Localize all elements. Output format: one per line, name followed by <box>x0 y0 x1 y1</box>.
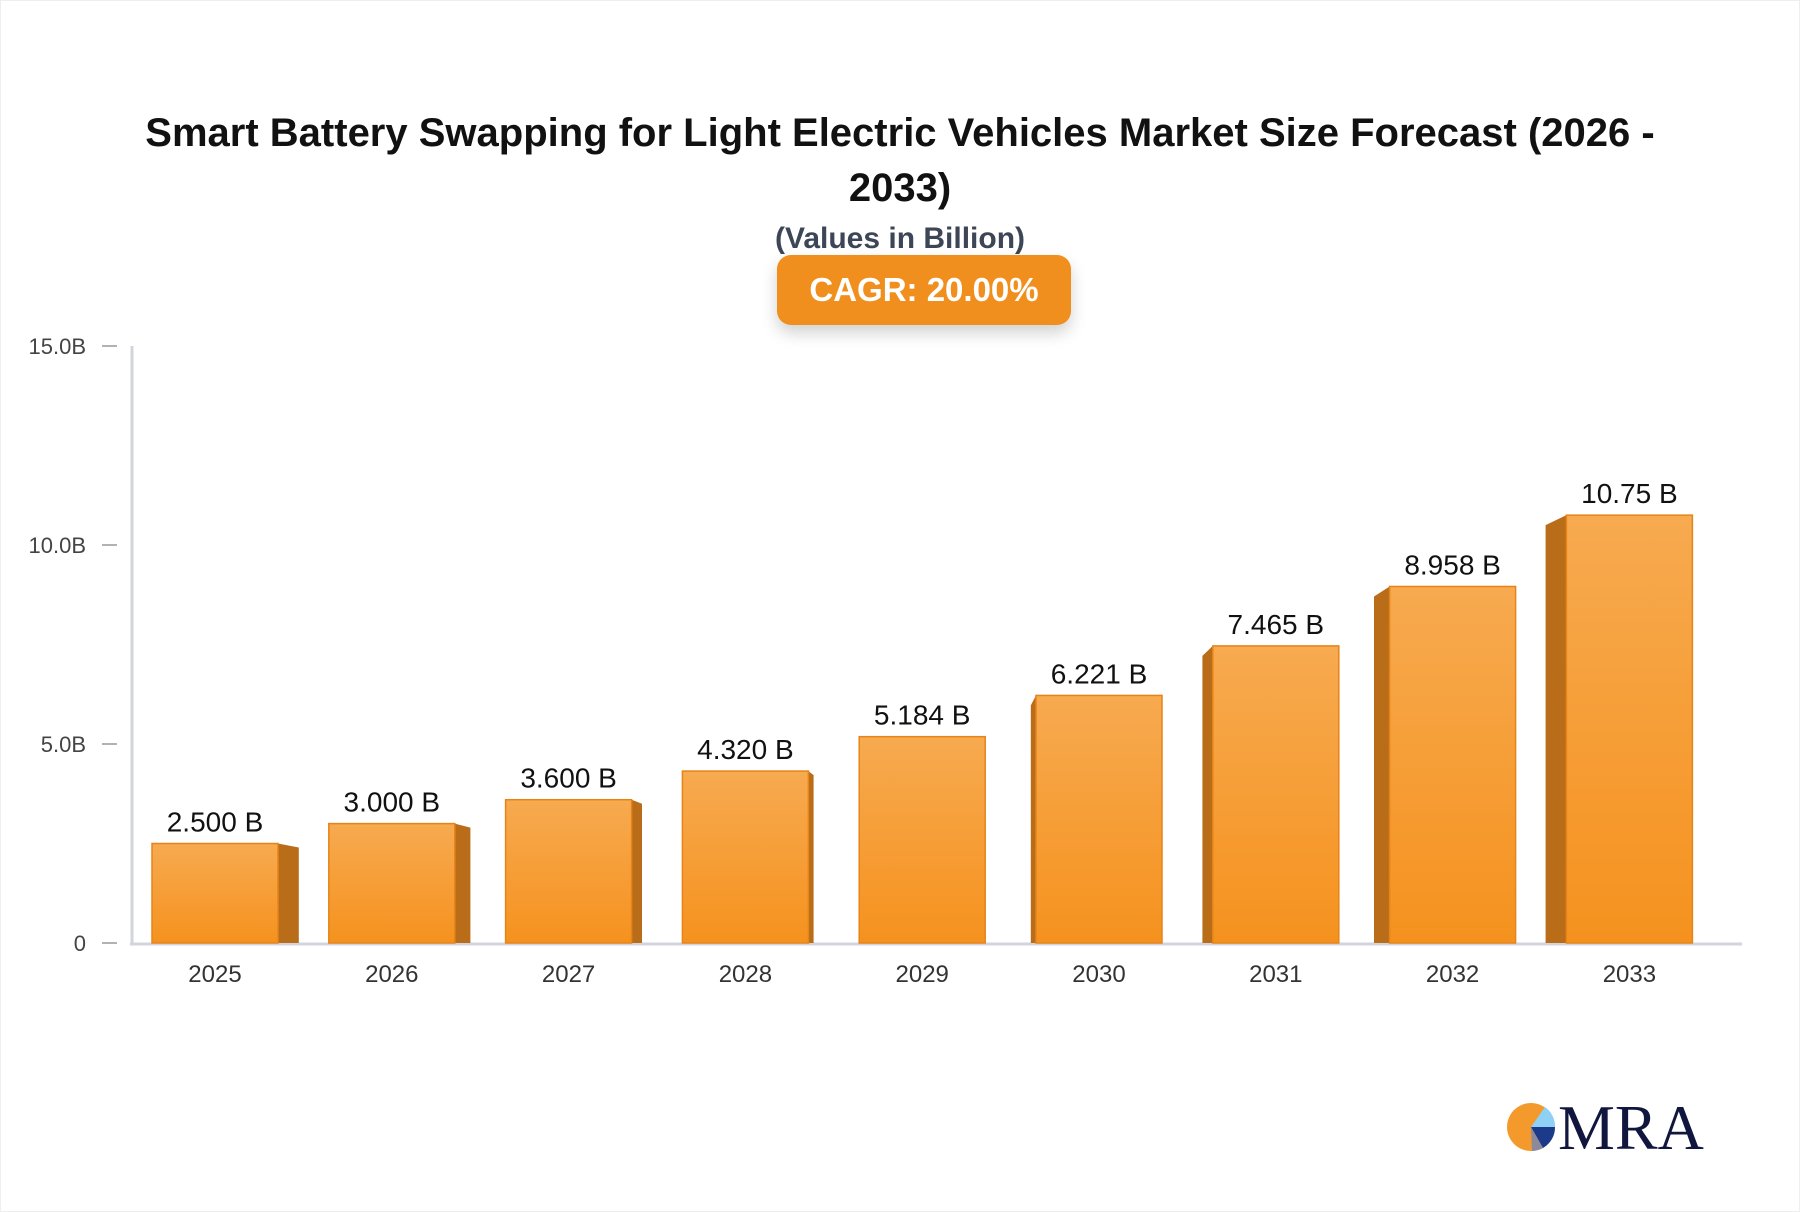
y-tick-label: 0 <box>74 931 86 956</box>
x-tick-label: 2025 <box>188 961 241 988</box>
data-label: 6.221 B <box>1051 658 1148 689</box>
bar-2026: 3.000 B 2026 <box>328 787 471 988</box>
bar-side <box>1374 586 1390 943</box>
bar-2030: 6.221 B 2030 <box>1030 658 1163 988</box>
bar-side <box>631 799 642 943</box>
data-label: 3.000 B <box>344 787 441 818</box>
cagr-badge: CAGR: 20.00% <box>777 255 1071 325</box>
bar <box>681 770 810 944</box>
x-tick-label: 2030 <box>1072 961 1125 988</box>
data-label: 5.184 B <box>874 700 971 731</box>
bar <box>1035 694 1163 944</box>
data-label: 7.465 B <box>1228 609 1325 640</box>
bar <box>1565 514 1694 944</box>
bar-side <box>808 771 814 943</box>
x-tick-label: 2028 <box>719 961 772 988</box>
bar <box>1388 585 1517 944</box>
data-label: 8.958 B <box>1404 549 1501 580</box>
data-label: 10.75 B <box>1581 478 1678 509</box>
bar-side <box>1545 515 1567 943</box>
bar <box>504 798 633 944</box>
logo-text: MRA <box>1558 1092 1704 1163</box>
data-label: 2.500 B <box>167 807 264 838</box>
bar-2027: 3.600 B 2027 <box>504 763 642 988</box>
bar-side <box>454 823 471 943</box>
mra-logo: MRA <box>1507 1092 1704 1163</box>
bar-2033: 10.75 B 2033 <box>1545 478 1694 988</box>
y-tick-label: 15.0B <box>29 334 87 359</box>
data-label: 3.600 B <box>520 763 617 794</box>
chart-title: Smart Battery Swapping for Light Electri… <box>145 111 1655 210</box>
bar-side <box>278 843 299 943</box>
x-tick-label: 2031 <box>1249 961 1302 988</box>
bar <box>328 822 456 944</box>
y-tick-label: 5.0B <box>41 732 86 757</box>
x-tick-label: 2033 <box>1603 961 1656 988</box>
bar-2028: 4.320 B 2028 <box>681 734 814 988</box>
bar <box>1212 645 1340 944</box>
x-tick-label: 2027 <box>542 961 595 988</box>
bar-2032: 8.958 B 2032 <box>1374 549 1517 988</box>
bar-2025: 2.500 B 2025 <box>151 807 299 988</box>
data-label: 4.320 B <box>697 734 794 765</box>
bar-2029: 5.184 B 2029 <box>858 700 986 988</box>
x-tick-label: 2029 <box>896 961 949 988</box>
chart-subtitle: (Values in Billion) <box>774 222 1026 255</box>
x-tick-label: 2026 <box>365 961 418 988</box>
y-tick-label: 10.0B <box>29 533 87 558</box>
bar-2031: 7.465 B 2031 <box>1202 609 1340 988</box>
bar <box>858 735 986 944</box>
bar <box>151 842 279 944</box>
bar-side <box>1030 695 1036 943</box>
bar-side <box>1202 645 1213 943</box>
x-tick-label: 2032 <box>1426 961 1479 988</box>
